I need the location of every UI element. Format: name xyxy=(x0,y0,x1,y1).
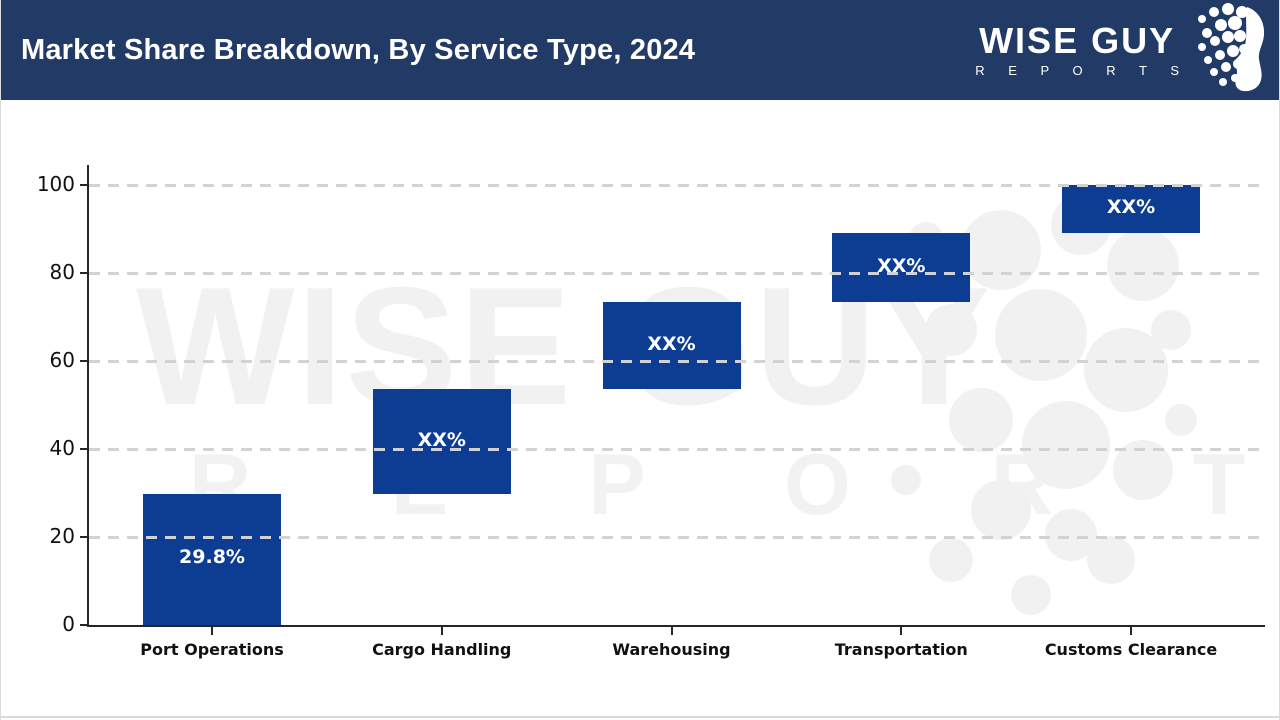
page-title: Market Share Breakdown, By Service Type,… xyxy=(21,33,696,66)
logo-subtitle: R E P O R T S xyxy=(975,62,1189,78)
y-tick-label-40: 40 xyxy=(49,436,75,460)
dotted-head-logo-icon xyxy=(1193,3,1267,97)
bar-value-label: XX% xyxy=(647,332,696,355)
bar-port-operations xyxy=(143,493,281,625)
y-tick-mark-0 xyxy=(80,624,89,626)
bar-transportation xyxy=(832,232,971,303)
y-tick-label-100: 100 xyxy=(36,172,75,196)
chart-plot-area: 29.8% XX% XX% XX% XX% 0 20 40 60 80 100 Port Operat… xyxy=(1,100,1279,720)
y-axis-line xyxy=(87,165,89,627)
x-axis-line xyxy=(87,625,1265,627)
bar-customs-clearance xyxy=(1062,185,1200,233)
x-label-port-operations: Port Operations xyxy=(140,640,284,659)
x-label-customs-clearance: Customs Clearance xyxy=(1044,640,1218,659)
bar-value-label: XX% xyxy=(877,254,926,277)
y-tick-label-20: 20 xyxy=(49,524,75,548)
bar-warehousing xyxy=(602,302,741,390)
x-label-transportation: Transportation xyxy=(834,640,968,659)
x-tick-mark xyxy=(670,627,673,635)
y-tick-label-80: 80 xyxy=(49,260,75,284)
logo-text: WISE GUY R E P O R T S xyxy=(965,19,1189,78)
y-tick-label-60: 60 xyxy=(49,348,75,372)
x-tick-mark xyxy=(440,627,443,635)
x-tick-mark xyxy=(900,627,903,635)
gridline-80 xyxy=(89,272,1263,275)
y-tick-mark-40 xyxy=(80,448,89,450)
y-tick-mark-20 xyxy=(80,536,89,538)
gridline-60 xyxy=(89,360,1263,363)
bar-value-label: XX% xyxy=(417,428,466,451)
gridline-100 xyxy=(89,184,1263,187)
bottom-divider xyxy=(1,716,1279,718)
y-tick-mark-80 xyxy=(80,272,89,274)
gridline-40 xyxy=(89,448,1263,451)
x-tick-mark xyxy=(211,627,213,635)
y-tick-mark-60 xyxy=(80,360,89,362)
bar-cargo-handling xyxy=(372,389,511,494)
header-bar: Market Share Breakdown, By Service Type,… xyxy=(1,0,1279,100)
x-label-warehousing: Warehousing xyxy=(612,640,731,659)
y-tick-label-0: 0 xyxy=(62,612,75,636)
x-label-cargo-handling: Cargo Handling xyxy=(372,640,512,659)
bar-value-label: XX% xyxy=(1106,195,1156,218)
x-tick-mark xyxy=(1130,627,1132,635)
gridline-20 xyxy=(89,536,1263,539)
logo-wordmark: WISE GUY xyxy=(979,19,1176,61)
bar-value-label: 29.8% xyxy=(179,546,245,569)
wise-guy-logo: WISE GUY R E P O R T S xyxy=(965,3,1279,97)
y-tick-mark-100 xyxy=(80,184,89,186)
